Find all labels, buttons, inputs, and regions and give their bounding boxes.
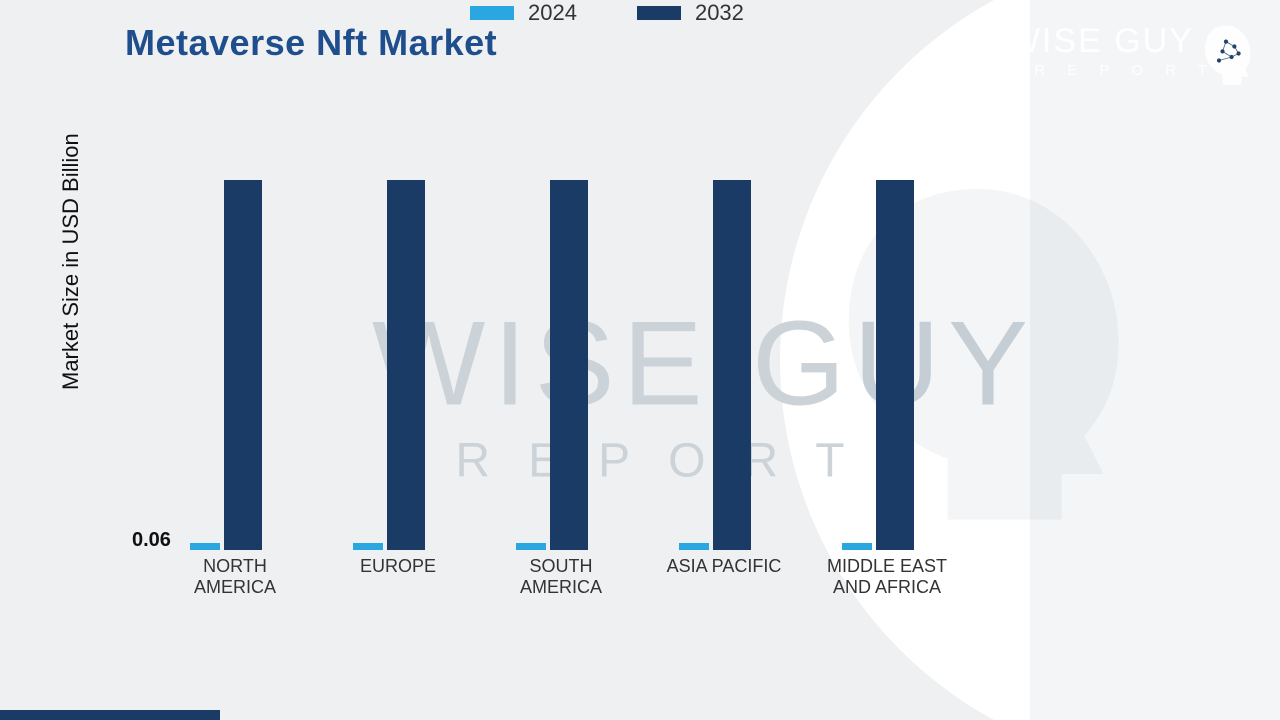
bottom-accent-strip	[0, 710, 220, 720]
legend-label-2024: 2024	[528, 0, 577, 26]
chart-legend: 2024 2032	[470, 0, 744, 26]
brand-logo: WISE GUY R E P O R T S	[1008, 24, 1250, 79]
bar-2024	[516, 543, 546, 550]
category-label: NORTH AMERICA	[165, 556, 305, 597]
chart-canvas: Metaverse Nft Market WISE GUY R E P O R …	[0, 0, 1280, 720]
chart-title: Metaverse Nft Market	[125, 22, 497, 64]
legend-item-2032: 2032	[637, 0, 744, 26]
y-tick-0: 0.06	[132, 529, 171, 552]
legend-item-2024: 2024	[470, 0, 577, 26]
legend-label-2032: 2032	[695, 0, 744, 26]
category-label: EUROPE	[328, 556, 468, 577]
bar-2024	[679, 543, 709, 550]
bar-2032	[876, 180, 914, 550]
bar-2032	[713, 180, 751, 550]
bar-2032	[387, 180, 425, 550]
legend-swatch-2032	[637, 6, 681, 20]
category-label: ASIA PACIFIC	[654, 556, 794, 577]
bar-2032	[550, 180, 588, 550]
bar-chart: Market Size in USD Billion 0.06 NORTH AM…	[60, 140, 980, 660]
legend-swatch-2024	[470, 6, 514, 20]
category-label: SOUTH AMERICA	[491, 556, 631, 597]
bar-2032	[224, 180, 262, 550]
bar-2024	[190, 543, 220, 550]
brain-head-icon	[1184, 22, 1254, 92]
category-label: MIDDLE EAST AND AFRICA	[817, 556, 957, 597]
bar-2024	[353, 543, 383, 550]
bar-2024	[842, 543, 872, 550]
plot-area: NORTH AMERICAEUROPESOUTH AMERICAASIA PAC…	[190, 180, 980, 550]
y-axis-label: Market Size in USD Billion	[58, 133, 84, 390]
